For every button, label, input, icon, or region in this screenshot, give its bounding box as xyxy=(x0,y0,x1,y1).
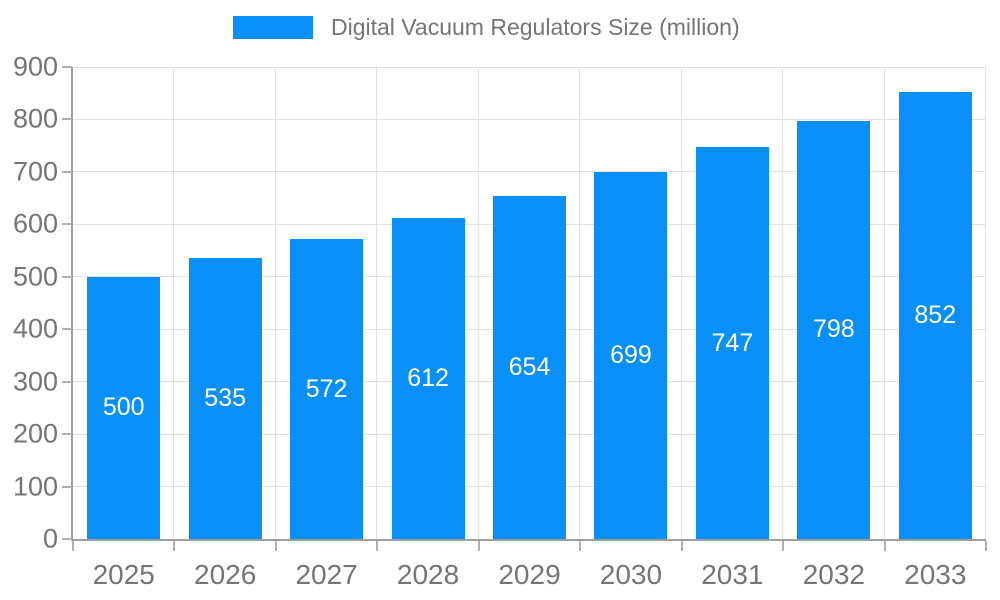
y-tick-mark xyxy=(62,485,72,488)
y-tick-label: 900 xyxy=(12,51,58,82)
y-tick-label: 200 xyxy=(12,418,58,449)
bar-value-label: 699 xyxy=(610,341,652,370)
gridline-vertical xyxy=(274,67,276,539)
y-tick-mark xyxy=(62,380,72,383)
x-tick-mark xyxy=(579,541,582,551)
x-tick-mark xyxy=(173,541,176,551)
y-tick-label: 300 xyxy=(12,366,58,397)
bar-value-label: 535 xyxy=(204,384,247,413)
x-tick-label: 2033 xyxy=(904,559,967,590)
y-tick-mark xyxy=(62,328,72,331)
gridline-vertical xyxy=(477,67,479,539)
bar[interactable]: 798 xyxy=(797,120,871,539)
x-tick-label: 2027 xyxy=(295,559,358,590)
x-tick-label: 2032 xyxy=(802,559,865,590)
gridline-horizontal xyxy=(73,171,986,173)
bar[interactable]: 535 xyxy=(188,258,262,539)
gridline-vertical xyxy=(173,67,175,539)
bar[interactable]: 654 xyxy=(493,196,566,539)
y-tick-label: 800 xyxy=(12,103,58,134)
x-tick-mark xyxy=(477,541,480,551)
bar-value-label: 747 xyxy=(711,328,754,357)
x-tick-label: 2029 xyxy=(498,559,561,590)
bar-value-label: 612 xyxy=(407,364,449,393)
bar[interactable]: 612 xyxy=(391,218,465,539)
bar[interactable]: 852 xyxy=(898,92,972,539)
y-tick-mark xyxy=(62,223,72,226)
gridline-vertical xyxy=(985,67,986,539)
bar-value-label: 654 xyxy=(508,353,551,381)
bar-value-label: 852 xyxy=(914,301,957,330)
y-tick-mark xyxy=(62,170,72,173)
bar[interactable]: 500 xyxy=(87,276,161,539)
legend[interactable]: Digital Vacuum Regulators Size (million) xyxy=(233,14,740,41)
bar[interactable]: 747 xyxy=(695,147,769,539)
x-tick-mark xyxy=(782,541,785,551)
y-tick-mark xyxy=(62,538,72,540)
y-tick-mark xyxy=(62,66,72,68)
y-tick-label: 500 xyxy=(12,261,58,292)
y-tick-label: 400 xyxy=(12,313,58,344)
bar-value-label: 572 xyxy=(305,374,348,403)
x-tick-mark xyxy=(72,541,74,551)
bar[interactable]: 699 xyxy=(594,172,668,539)
x-tick-label: 2028 xyxy=(396,559,460,590)
gridline-vertical xyxy=(376,67,378,539)
y-tick-mark xyxy=(62,118,72,121)
bar-value-label: 798 xyxy=(812,315,855,344)
bar-value-label: 500 xyxy=(102,393,145,422)
x-tick-label: 2025 xyxy=(92,559,155,590)
x-tick-mark xyxy=(883,541,886,551)
x-tick-mark xyxy=(274,541,277,551)
y-tick-mark xyxy=(62,275,72,278)
legend-swatch xyxy=(233,16,313,39)
y-tick-label: 100 xyxy=(12,471,58,502)
gridline-horizontal xyxy=(73,118,986,120)
legend-label: Digital Vacuum Regulators Size (million) xyxy=(331,14,740,40)
x-tick-mark xyxy=(985,541,987,551)
gridline-vertical xyxy=(782,67,784,539)
gridline-horizontal xyxy=(73,66,986,68)
gridline-vertical xyxy=(680,67,682,539)
x-tick-label: 2031 xyxy=(701,559,764,590)
x-tick-mark xyxy=(680,541,683,551)
x-tick-label: 2030 xyxy=(599,559,663,590)
x-tick-mark xyxy=(376,541,379,551)
gridline-vertical xyxy=(883,67,885,539)
y-tick-label: 600 xyxy=(12,208,58,239)
bar[interactable]: 572 xyxy=(290,239,364,539)
y-tick-label: 700 xyxy=(12,156,58,187)
gridline-vertical xyxy=(579,67,581,539)
plot-area: 500 535 572 612 654 699 747 798 852 xyxy=(71,66,986,541)
y-tick-mark xyxy=(62,433,72,436)
x-tick-label: 2026 xyxy=(194,559,257,590)
y-tick-label: 0 xyxy=(42,523,58,554)
